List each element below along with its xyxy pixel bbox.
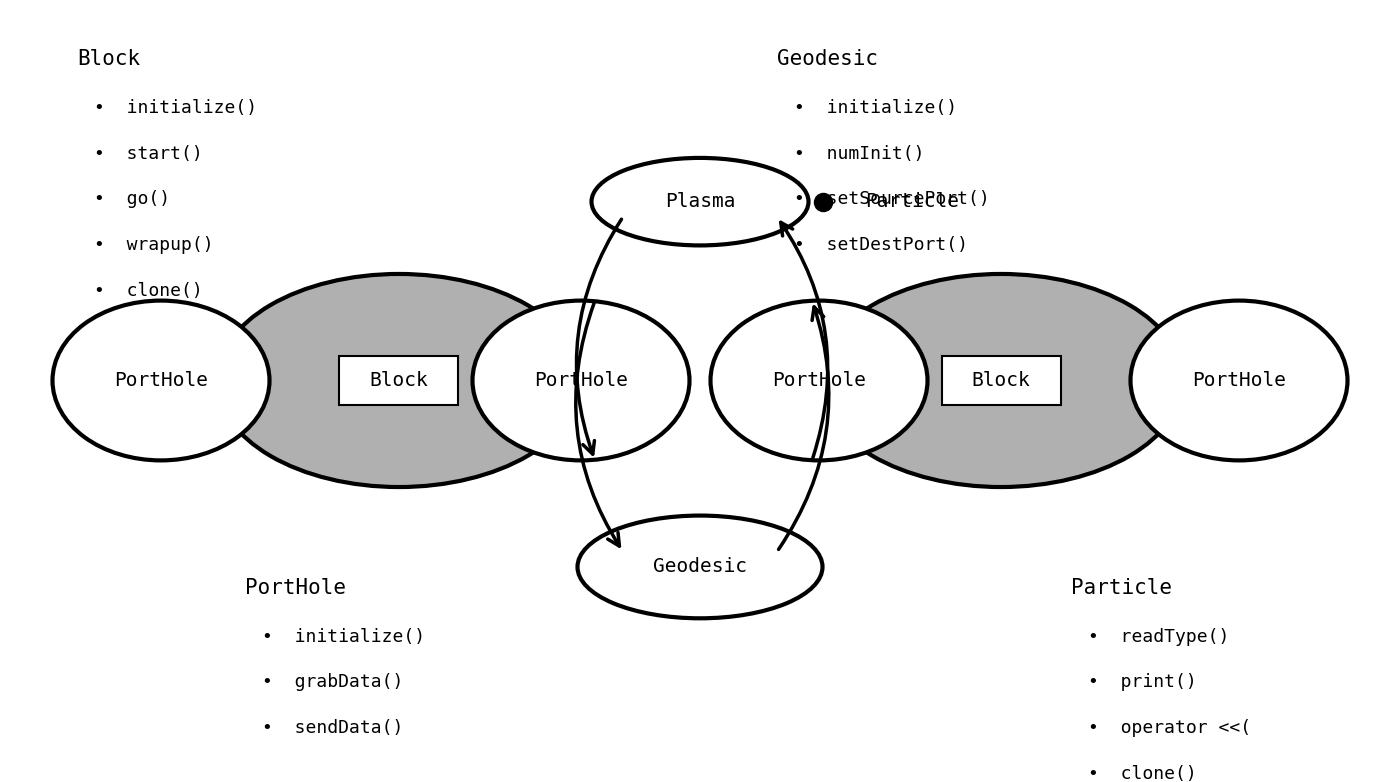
Text: Geodesic: Geodesic [652, 558, 748, 576]
Text: Block: Block [370, 371, 428, 390]
Text: Geodesic: Geodesic [777, 49, 878, 70]
Text: •  setSourcePort(): • setSourcePort() [794, 190, 990, 208]
Text: •  go(): • go() [94, 190, 169, 208]
Text: Particle: Particle [865, 192, 959, 211]
Text: •  clone(): • clone() [94, 282, 203, 300]
Text: •  setDestPort(): • setDestPort() [794, 236, 967, 254]
Text: •  sendData(): • sendData() [262, 719, 403, 737]
Ellipse shape [53, 300, 269, 461]
Text: PortHole: PortHole [1191, 371, 1287, 390]
Text: PortHole: PortHole [113, 371, 209, 390]
Text: •  initialize(): • initialize() [94, 99, 258, 117]
Text: •  print(): • print() [1088, 673, 1197, 691]
Text: Block: Block [77, 49, 140, 70]
Ellipse shape [217, 274, 581, 487]
Text: •  numInit(): • numInit() [794, 145, 924, 163]
Text: •  operator <<(: • operator <<( [1088, 719, 1252, 737]
Text: •  start(): • start() [94, 145, 203, 163]
Text: Block: Block [972, 371, 1030, 390]
Text: PortHole: PortHole [533, 371, 629, 390]
Ellipse shape [591, 158, 809, 246]
Text: Particle: Particle [1071, 579, 1172, 598]
Ellipse shape [710, 300, 927, 461]
Text: PortHole: PortHole [771, 371, 867, 390]
Text: Plasma: Plasma [665, 192, 735, 211]
Text: •  readType(): • readType() [1088, 628, 1229, 646]
FancyBboxPatch shape [339, 356, 458, 405]
Text: •  initialize(): • initialize() [262, 628, 426, 646]
Text: •  clone(): • clone() [1088, 765, 1197, 782]
Text: PortHole: PortHole [245, 579, 346, 598]
Text: •  wrapup(): • wrapup() [94, 236, 213, 254]
Text: •  initialize(): • initialize() [794, 99, 958, 117]
Ellipse shape [1131, 300, 1347, 461]
Ellipse shape [577, 515, 823, 619]
Ellipse shape [473, 300, 689, 461]
Text: •  grabData(): • grabData() [262, 673, 403, 691]
Ellipse shape [819, 274, 1183, 487]
FancyBboxPatch shape [941, 356, 1061, 405]
